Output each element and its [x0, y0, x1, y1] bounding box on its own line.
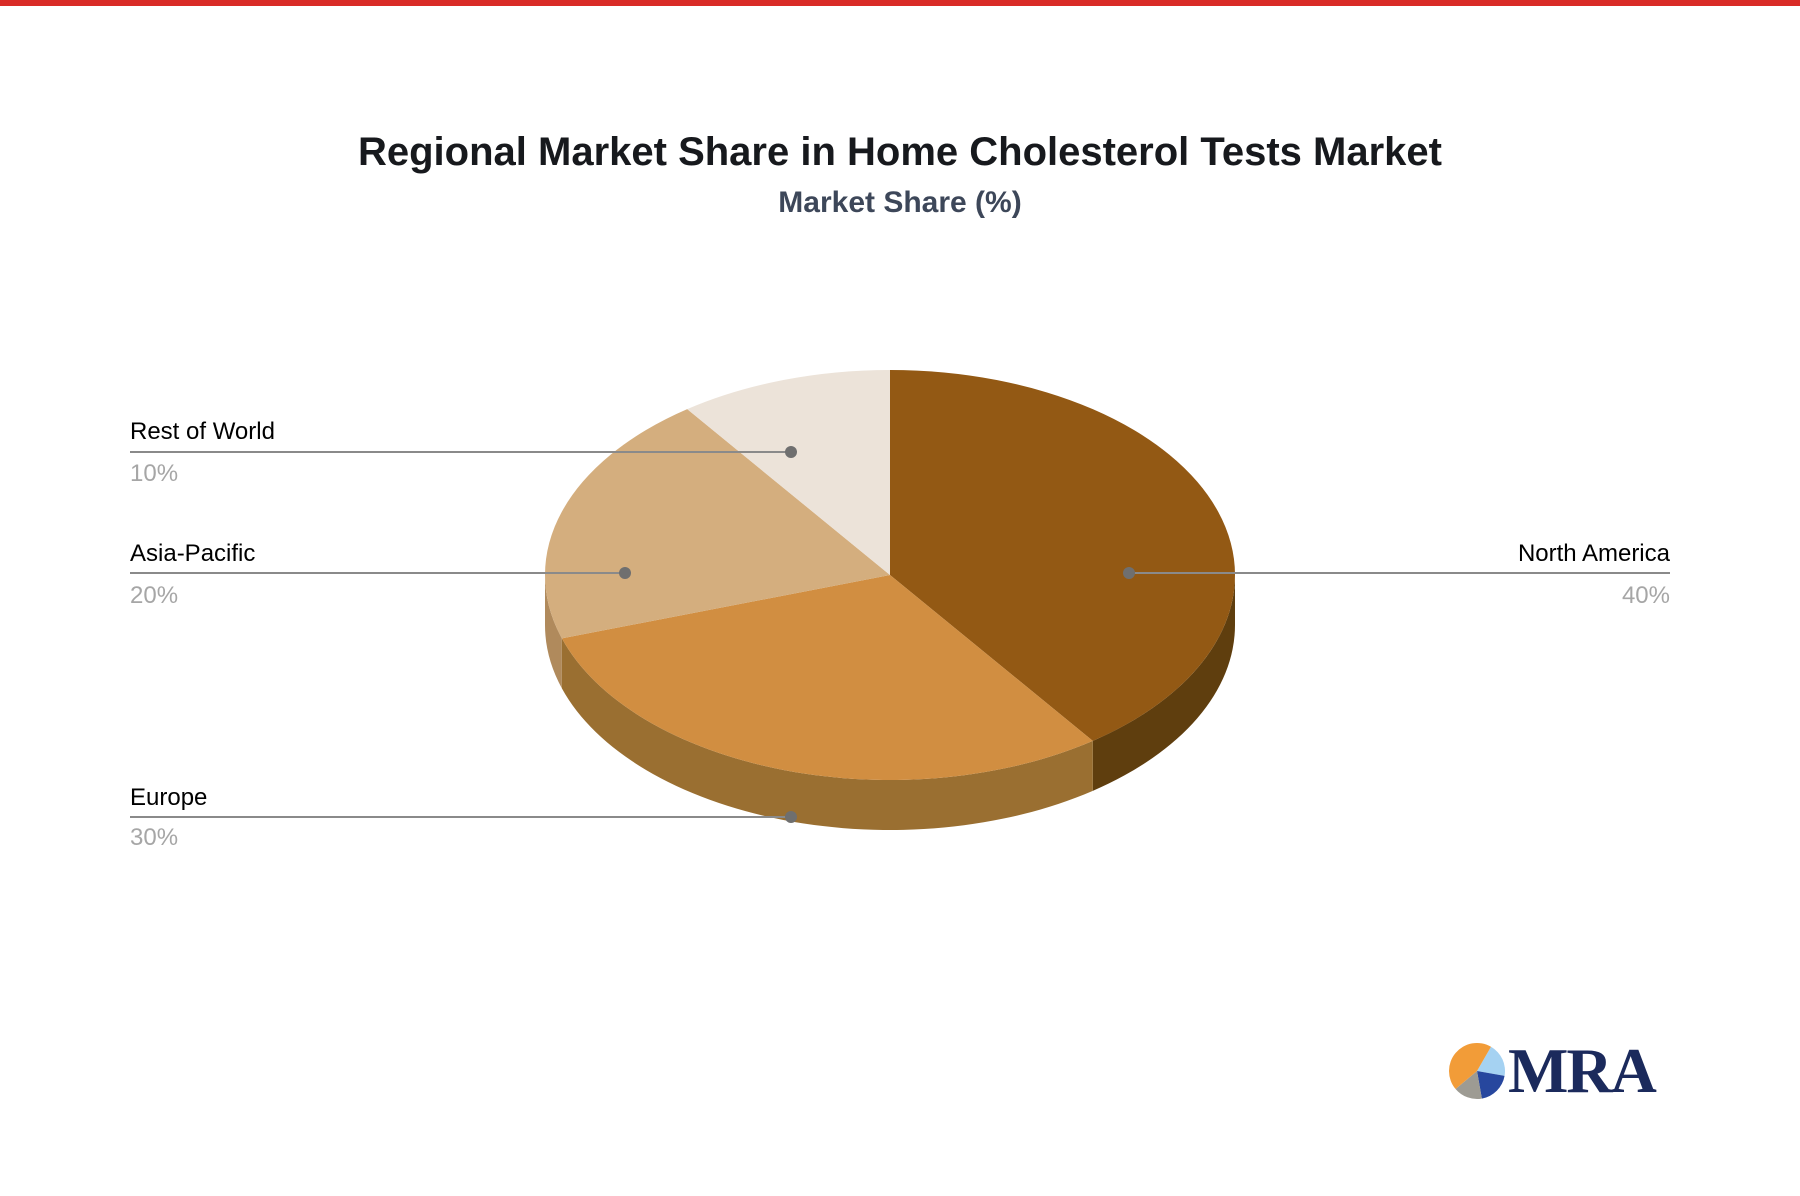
pie-slice-asia-pacific[interactable]	[545, 409, 890, 639]
slice-value-asia-pacific: 20%	[130, 582, 179, 609]
pie-slice-side-north-america	[1092, 575, 1235, 791]
pie-slice-north-america[interactable]	[890, 370, 1236, 741]
leader-dot-asia-pacific	[619, 567, 631, 579]
pie-slice-europe[interactable]	[561, 575, 1093, 780]
slice-label-rest-of-world: Rest of World	[130, 418, 275, 445]
top-accent-bar	[0, 0, 1800, 6]
leader-dot-north-america	[1123, 567, 1135, 579]
pie-slice-side-asia-pacific	[545, 575, 562, 689]
mra-logo: MRA	[1448, 1035, 1657, 1106]
pie-slice-side-europe	[561, 638, 1093, 830]
leader-dot-rest-of-world	[785, 446, 797, 458]
logo-pie-slice-light-blue	[1477, 1046, 1505, 1076]
slice-value-rest-of-world: 10%	[130, 460, 179, 487]
logo-pie-slice-dark-blue	[1477, 1071, 1505, 1099]
slice-value-europe: 30%	[130, 824, 179, 851]
slice-label-europe: Europe	[130, 784, 208, 811]
logo-text: MRA	[1508, 1035, 1657, 1106]
chart-title: Regional Market Share in Home Cholestero…	[357, 130, 1442, 174]
slice-label-north-america: North America	[1517, 540, 1670, 567]
slice-value-north-america: 40%	[1621, 582, 1670, 609]
pie-slice-rest-of-world[interactable]	[687, 370, 890, 575]
logo-pie-slice-gray	[1455, 1071, 1482, 1099]
chart-subtitle: Market Share (%)	[778, 186, 1022, 219]
logo-pie-slice-orange	[1449, 1043, 1491, 1089]
leader-dot-europe	[785, 811, 797, 823]
pie-chart-icon	[1449, 1043, 1505, 1099]
slice-label-asia-pacific: Asia-Pacific	[130, 540, 256, 567]
